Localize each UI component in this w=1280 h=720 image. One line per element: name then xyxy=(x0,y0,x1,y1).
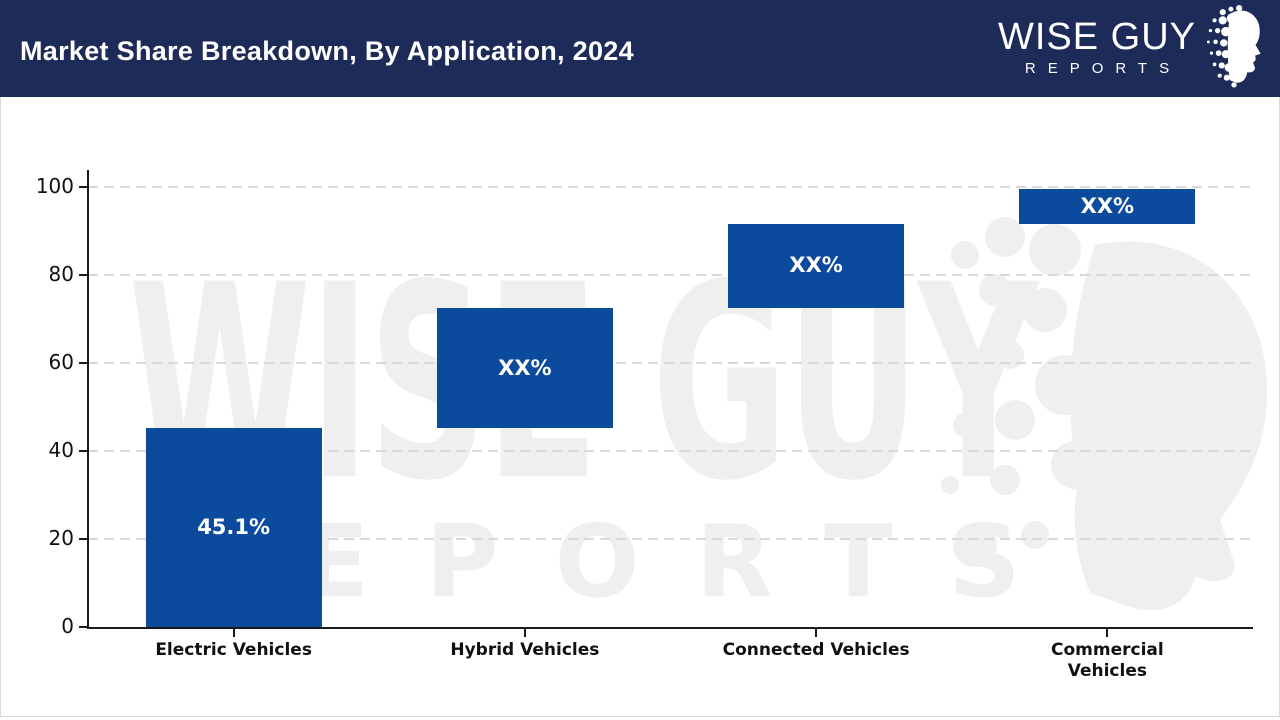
bar-segment xyxy=(145,428,322,627)
logo-head-icon xyxy=(1206,5,1261,88)
logo-wordmark: WISE GUY xyxy=(997,16,1196,59)
x-category-label: Electric Vehicles xyxy=(155,640,312,660)
y-tick-label: 40 xyxy=(48,437,74,462)
y-tick-mark xyxy=(79,185,88,188)
bar-segment xyxy=(728,223,905,308)
y-tick-mark xyxy=(79,449,88,452)
x-tick-mark xyxy=(1106,629,1109,637)
bar-value-label: XX% xyxy=(498,355,552,380)
y-tick-mark xyxy=(79,537,88,540)
chart-title: Market Share Breakdown, By Application, … xyxy=(20,36,634,66)
watermark-head-graphic xyxy=(935,217,1268,611)
gridline xyxy=(88,449,1253,452)
bar-value-label: 45.1% xyxy=(197,515,271,540)
x-category-label: Commercial Vehicles xyxy=(1051,640,1164,681)
y-tick-label: 20 xyxy=(48,525,74,550)
header-bar: Market Share Breakdown, By Application, … xyxy=(0,0,1280,97)
y-tick-label: 0 xyxy=(61,614,74,638)
gridline xyxy=(88,361,1253,364)
y-tick-mark xyxy=(79,273,88,276)
y-tick-mark xyxy=(79,361,88,364)
gridline xyxy=(88,273,1253,276)
wise-guy-logo: WISE GUY REPORTS xyxy=(998,4,1270,90)
bar-segment xyxy=(1019,188,1196,224)
y-tick-label: 80 xyxy=(48,261,74,286)
gridline xyxy=(88,185,1253,188)
logo-subtitle: REPORTS xyxy=(1024,59,1182,77)
logo-text: WISE GUY REPORTS xyxy=(997,16,1196,77)
x-category-label: Connected Vehicles xyxy=(722,640,910,660)
x-tick-mark xyxy=(523,629,526,637)
x-category-label: Hybrid Vehicles xyxy=(450,640,600,660)
bar-segment xyxy=(436,307,613,429)
gridline xyxy=(88,537,1253,540)
bar-value-label: XX% xyxy=(1080,193,1135,218)
x-tick-mark xyxy=(232,629,235,637)
y-tick-label: 60 xyxy=(48,349,74,374)
x-tick-mark xyxy=(815,629,818,637)
x-axis-line xyxy=(87,627,1253,629)
y-axis-line xyxy=(87,170,89,629)
y-tick-mark xyxy=(79,626,88,628)
y-tick-label: 100 xyxy=(35,173,74,198)
bar-value-label: XX% xyxy=(789,252,843,277)
